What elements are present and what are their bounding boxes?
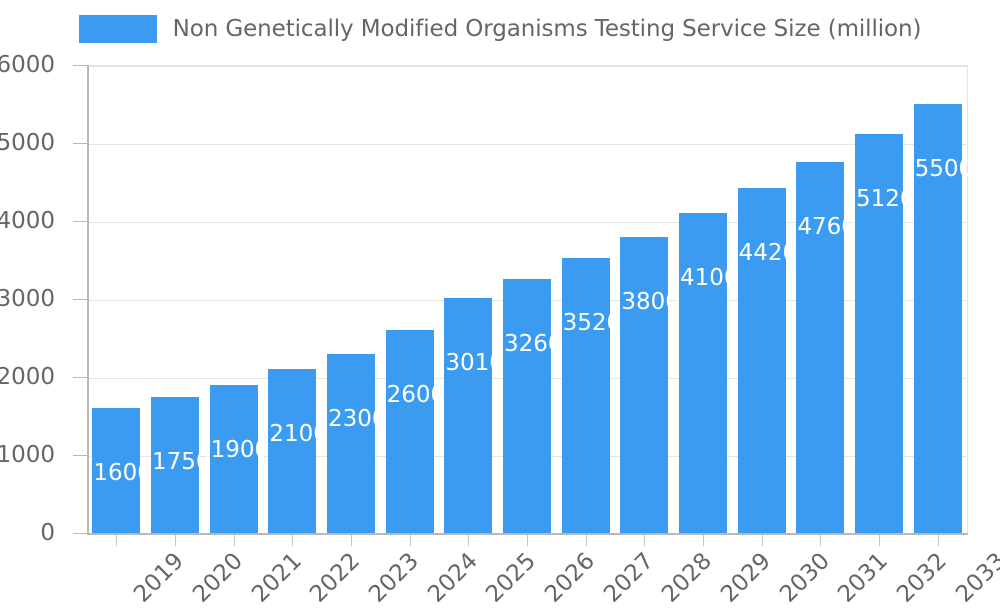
bar[interactable] <box>561 258 610 533</box>
y-axis-tick <box>73 299 87 300</box>
chart-legend: Non Genetically Modified Organisms Testi… <box>0 6 1000 52</box>
x-axis-tick-label: 2023 <box>364 548 424 608</box>
x-axis-tick <box>820 535 822 546</box>
x-axis-tick <box>116 535 118 546</box>
bar[interactable] <box>151 396 199 533</box>
x-axis-ticks <box>87 535 967 547</box>
y-axis-tick <box>73 221 87 222</box>
legend-color-swatch <box>78 15 157 43</box>
x-axis-tick <box>409 535 411 546</box>
bar-column[interactable]: 3800 <box>620 65 680 533</box>
bar[interactable] <box>913 104 962 533</box>
y-axis-tick-label: 3000 <box>0 286 55 312</box>
bar-column[interactable]: 5120 <box>855 65 915 533</box>
x-axis-tick-label: 2024 <box>422 548 483 608</box>
x-axis-tick <box>351 535 352 546</box>
x-axis-tick <box>879 535 880 546</box>
y-axis-tick-label: 5000 <box>0 130 55 156</box>
x-axis-tick-label: 2033 <box>950 548 1000 608</box>
y-axis-tick <box>73 143 87 144</box>
x-axis-tick <box>585 535 587 546</box>
x-axis-tick-label: 2028 <box>657 548 718 608</box>
bar-column[interactable]: 2100 <box>268 65 328 533</box>
y-axis-tick-label: 2000 <box>0 364 55 390</box>
bar-column[interactable]: 2600 <box>385 65 445 533</box>
bar[interactable] <box>679 213 727 533</box>
bar-column[interactable]: 5500 <box>913 65 973 533</box>
x-axis-tick-label: 2020 <box>188 548 248 608</box>
bar-column[interactable]: 4420 <box>737 65 797 533</box>
grid-line <box>87 222 967 223</box>
bar[interactable] <box>444 298 493 533</box>
bar-column[interactable]: 1600 <box>92 65 152 533</box>
grid-line <box>87 66 967 67</box>
x-axis-tick <box>937 535 939 546</box>
x-axis-tick-label: 2031 <box>833 548 894 608</box>
y-axis-tick <box>73 65 87 66</box>
x-axis-tick-label: 2029 <box>716 548 776 608</box>
x-axis-tick-label: 2026 <box>540 548 600 608</box>
x-axis-tick <box>644 535 646 546</box>
x-axis-tick-label: 2032 <box>892 548 952 608</box>
x-axis-tick-label: 2025 <box>481 548 542 608</box>
bar[interactable] <box>327 353 375 533</box>
bar[interactable] <box>737 188 786 533</box>
bar[interactable] <box>796 161 845 533</box>
grid-line <box>87 144 967 145</box>
x-axis-tick-label: 2022 <box>305 548 366 608</box>
bar-column[interactable]: 4760 <box>796 65 856 533</box>
bar[interactable] <box>385 330 434 533</box>
x-axis-tick-label: 2030 <box>774 548 835 608</box>
y-axis-tick <box>73 533 87 534</box>
x-axis-labels: 2019 2020 2021 2022 2023 2024 2025 2026 2027 2028… <box>87 548 1000 608</box>
bar-column[interactable]: 2300 <box>327 65 387 533</box>
bar[interactable] <box>268 369 317 533</box>
bar[interactable] <box>209 384 258 533</box>
x-axis-tick <box>233 535 235 546</box>
bar[interactable] <box>92 408 141 533</box>
bar-series: 1600 1750 1900 2100 2300 2600 3010 3260 3520 3800… <box>87 65 973 533</box>
bar-column[interactable]: 1750 <box>151 65 211 533</box>
bar[interactable] <box>855 133 903 533</box>
x-axis-line <box>87 533 968 535</box>
legend-label: Non Genetically Modified Organisms Testi… <box>172 16 922 42</box>
y-axis-tick-label: 4000 <box>0 208 55 234</box>
bar-column[interactable]: 3010 <box>444 65 504 533</box>
y-axis-tick-label: 0 <box>40 520 55 546</box>
y-axis-tick-label: 1000 <box>0 442 55 468</box>
y-axis-tick-label: 6000 <box>0 52 55 78</box>
x-axis-tick <box>468 535 470 546</box>
bar-column[interactable]: 1900 <box>209 65 269 533</box>
bar[interactable] <box>503 278 551 533</box>
x-axis-tick <box>527 535 528 546</box>
y-axis-tick <box>73 377 87 378</box>
x-axis-tick-label: 2019 <box>129 548 190 608</box>
x-axis-tick-label: 2021 <box>246 548 307 608</box>
bar-column[interactable]: 3520 <box>561 65 621 533</box>
x-axis-tick <box>175 535 176 546</box>
x-axis-tick <box>292 535 294 546</box>
y-axis-tick <box>73 455 87 456</box>
x-axis-tick <box>703 535 704 546</box>
bar[interactable] <box>620 236 669 533</box>
y-axis-labels: 0 1000 2000 3000 4000 5000 6000 <box>0 0 73 600</box>
bar-column[interactable]: 4100 <box>679 65 739 533</box>
y-axis-line <box>87 65 89 535</box>
bar-column[interactable]: 3260 <box>503 65 563 533</box>
x-axis-tick-label: 2027 <box>598 548 659 608</box>
x-axis-tick <box>761 535 763 546</box>
